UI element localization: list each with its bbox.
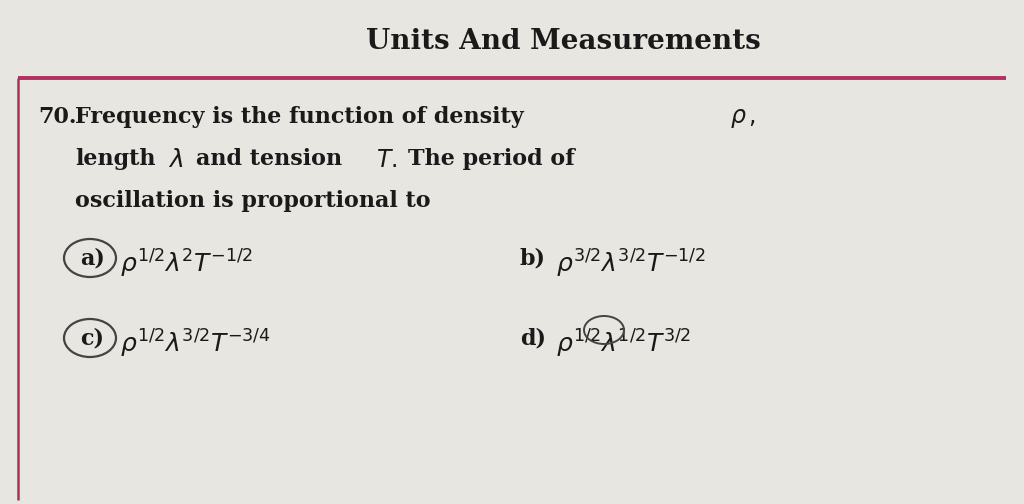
Text: and tension: and tension [196, 148, 342, 170]
Text: oscillation is proportional to: oscillation is proportional to [75, 190, 431, 212]
Text: The period of: The period of [408, 148, 574, 170]
Text: c): c) [80, 328, 104, 350]
Text: $\rho^{1/2}\lambda^{1/2}T^{3/2}$: $\rho^{1/2}\lambda^{1/2}T^{3/2}$ [556, 328, 691, 360]
Text: $\rho^{1/2}\lambda^{3/2}T^{-3/4}$: $\rho^{1/2}\lambda^{3/2}T^{-3/4}$ [120, 328, 271, 360]
Text: $\rho^{1/2}\lambda^{2}T^{-1/2}$: $\rho^{1/2}\lambda^{2}T^{-1/2}$ [120, 248, 253, 280]
Text: 70.: 70. [38, 106, 77, 128]
Text: d): d) [520, 328, 546, 350]
Text: a): a) [80, 248, 104, 270]
Text: $\rho^{3/2}\lambda^{3/2}T^{-1/2}$: $\rho^{3/2}\lambda^{3/2}T^{-1/2}$ [556, 248, 706, 280]
Text: b): b) [520, 248, 546, 270]
Text: Units And Measurements: Units And Measurements [366, 28, 761, 55]
Text: length: length [75, 148, 156, 170]
Text: $\lambda$: $\lambda$ [168, 148, 183, 172]
Text: $\rho\,,$: $\rho\,,$ [730, 106, 756, 130]
Text: Frequency is the function of density: Frequency is the function of density [75, 106, 523, 128]
Text: $T.$: $T.$ [376, 148, 397, 172]
